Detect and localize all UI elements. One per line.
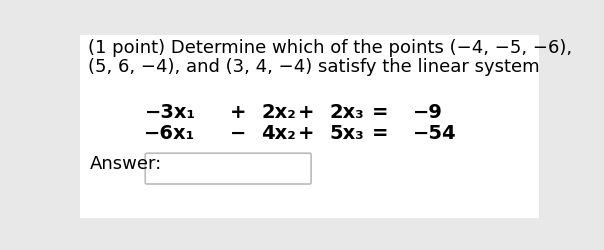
Text: =: = xyxy=(372,124,388,143)
Text: 2x₂: 2x₂ xyxy=(262,103,296,122)
Text: −3x₁: −3x₁ xyxy=(144,103,196,122)
Text: +: + xyxy=(298,124,315,143)
Text: −9: −9 xyxy=(413,103,443,122)
FancyBboxPatch shape xyxy=(145,153,311,184)
Text: 2x₃: 2x₃ xyxy=(330,103,364,122)
Text: 5x₃: 5x₃ xyxy=(330,124,364,143)
Text: −: − xyxy=(230,124,246,143)
Text: (5, 6, −4), and (3, 4, −4) satisfy the linear system: (5, 6, −4), and (3, 4, −4) satisfy the l… xyxy=(88,58,539,76)
Text: 4x₂: 4x₂ xyxy=(262,124,296,143)
Text: Answer:: Answer: xyxy=(89,155,162,173)
Text: −6x₁: −6x₁ xyxy=(144,124,196,143)
Text: =: = xyxy=(372,103,388,122)
FancyBboxPatch shape xyxy=(80,34,539,218)
Text: −54: −54 xyxy=(413,124,456,143)
Text: +: + xyxy=(230,103,246,122)
Text: +: + xyxy=(298,103,315,122)
Text: (1 point) Determine which of the points (−4, −5, −6),: (1 point) Determine which of the points … xyxy=(88,39,572,57)
